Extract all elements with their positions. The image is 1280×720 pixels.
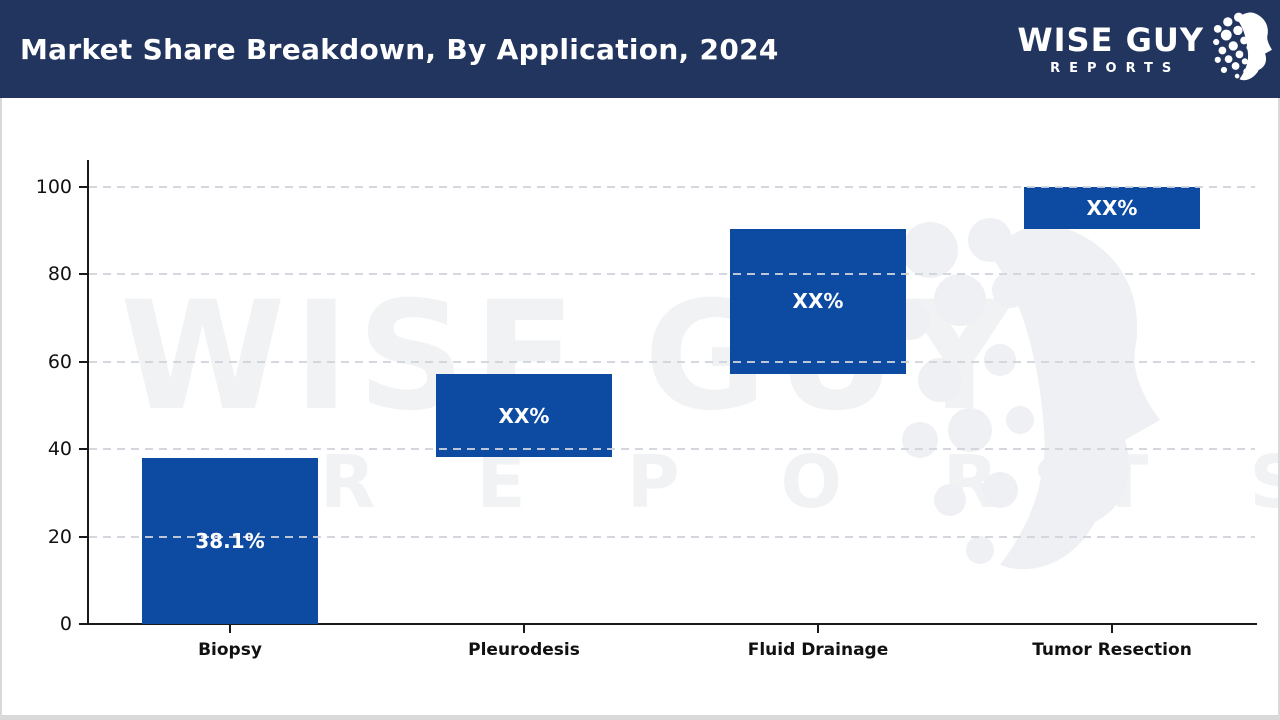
x-category-label: Tumor Resection: [1032, 640, 1192, 660]
bar-value-label: XX%: [792, 289, 844, 314]
gridline-40: [89, 448, 1255, 451]
brand-name: WISE GUY: [1017, 20, 1204, 59]
y-tick-label-80: 80: [47, 263, 72, 286]
y-tick-label-100: 100: [35, 176, 72, 198]
y-tick-label-0: 0: [59, 613, 72, 635]
x-tick-3: [1111, 625, 1113, 633]
right-edge-line: [1278, 98, 1280, 720]
gridline-60: [89, 360, 1255, 363]
watermark-head-icon: [890, 218, 1160, 570]
bar-biopsy: [142, 457, 318, 624]
y-tick-80: [79, 273, 88, 276]
brand-head-icon: [1213, 12, 1272, 81]
x-axis-line: [87, 623, 1257, 625]
left-edge-line: [0, 98, 2, 720]
brand-subname: REPORTS: [1050, 60, 1181, 76]
y-tick-40: [79, 448, 88, 451]
bar-value-label: XX%: [498, 403, 550, 428]
x-tick-2: [817, 625, 819, 633]
y-tick-100: [79, 186, 88, 188]
page-title: Market Share Breakdown, By Application, …: [20, 32, 779, 66]
x-category-label: Fluid Drainage: [747, 640, 889, 660]
brand-logo: WISE GUY REPORTS: [1017, 6, 1272, 92]
gridline-80: [89, 273, 1255, 276]
x-tick-0: [229, 625, 231, 633]
x-category-label: Pleurodesis: [468, 640, 580, 660]
bar-fluid-drainage: [730, 228, 906, 375]
y-tick-label-60: 60: [47, 350, 72, 373]
x-tick-1: [523, 625, 525, 633]
y-tick-0: [79, 623, 88, 625]
x-category-label: Biopsy: [198, 640, 262, 660]
bottom-edge-line: [0, 715, 1280, 720]
y-axis-line: [87, 160, 89, 625]
gridline-20: [89, 535, 1255, 538]
bar-value-label: 38.1%: [195, 528, 265, 553]
y-tick-20: [79, 535, 88, 538]
y-tick-label-20: 20: [47, 525, 72, 548]
bar-tumor-resection: [1024, 187, 1200, 229]
header-band: Market Share Breakdown, By Application, …: [0, 0, 1280, 98]
y-tick-60: [79, 360, 88, 363]
bar-pleurodesis: [436, 374, 612, 458]
bar-value-label: XX%: [1086, 195, 1138, 220]
brand-wordmark: WISE GUY REPORTS: [1017, 24, 1204, 75]
y-tick-label-40: 40: [47, 438, 72, 461]
gridline-100: [89, 186, 1255, 188]
